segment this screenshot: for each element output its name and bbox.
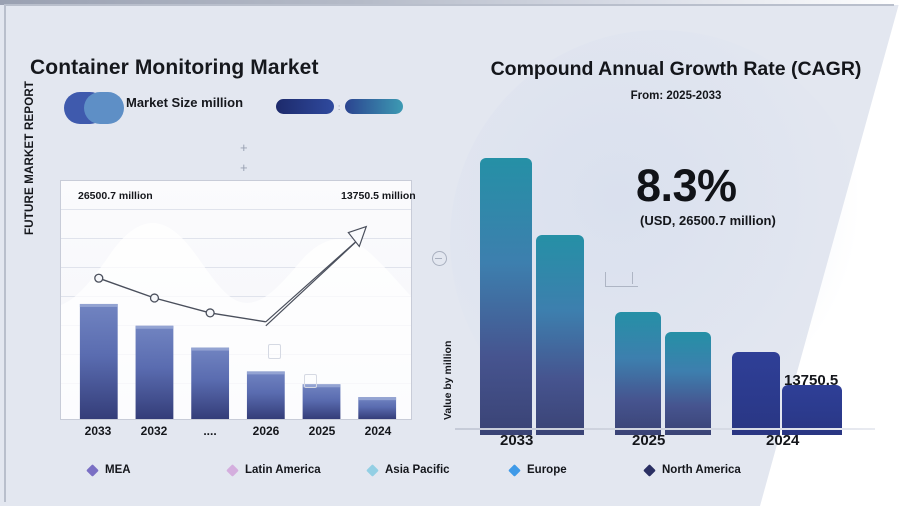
gridline bbox=[61, 209, 411, 210]
growth-arrow-head bbox=[347, 225, 368, 248]
left-bar-chart bbox=[60, 180, 412, 420]
bar-2024-primary bbox=[732, 352, 780, 435]
bar-cap bbox=[246, 371, 285, 375]
legend: MEA Latin America Asia Pacific Europe No… bbox=[60, 463, 840, 488]
gridline bbox=[61, 296, 411, 297]
market-size-label: Market Size million bbox=[126, 95, 244, 110]
bar-2025 bbox=[302, 384, 341, 419]
x-label-2025: 2025 bbox=[308, 424, 336, 438]
bar-group bbox=[79, 225, 397, 419]
right-chart-baseline bbox=[455, 428, 875, 430]
logo-shape-right bbox=[84, 92, 124, 124]
cagr-note: (USD, 26500.7 million) bbox=[640, 213, 776, 228]
right-bar-chart bbox=[455, 140, 885, 435]
rx-label-2024: 2024 bbox=[766, 432, 800, 449]
y-axis-label-secondary: Value by million bbox=[442, 340, 454, 420]
rx-label-2025: 2025 bbox=[632, 432, 666, 449]
legend-dot-icon bbox=[366, 463, 379, 477]
frame-top-edge bbox=[0, 0, 900, 5]
bracket-marker2 bbox=[632, 272, 633, 284]
bar-cap bbox=[135, 325, 174, 329]
bar-cap bbox=[191, 347, 230, 351]
trend-point bbox=[94, 273, 104, 283]
x-axis-labels: 2033 2032 .... 2026 2025 2024 bbox=[60, 424, 412, 444]
x-label-2024: 2024 bbox=[364, 424, 392, 438]
logo bbox=[64, 92, 124, 124]
legend-item-europe[interactable]: Europe bbox=[508, 463, 567, 477]
bar-2024 bbox=[358, 397, 397, 419]
x-label-2033: 2033 bbox=[84, 424, 112, 438]
plus-icon-secondary: + bbox=[240, 160, 248, 175]
ghost-icon-a bbox=[268, 344, 281, 359]
x-label-mid: .... bbox=[203, 424, 217, 438]
legend-dot-icon bbox=[226, 463, 239, 477]
bar-2032 bbox=[135, 325, 174, 419]
legend-item-latin-america[interactable]: Latin America bbox=[226, 463, 321, 477]
legend-label: Asia Pacific bbox=[385, 464, 450, 476]
legend-dot-icon bbox=[86, 463, 99, 477]
legend-item-mea[interactable]: MEA bbox=[86, 463, 131, 477]
ghost-icon-b bbox=[304, 374, 317, 388]
bar-cap bbox=[79, 303, 118, 307]
bar-2033 bbox=[79, 303, 118, 419]
legend-label: MEA bbox=[105, 464, 131, 476]
plus-icon: + bbox=[240, 140, 248, 155]
bar-cap bbox=[302, 384, 341, 388]
bar-value-2024: 13750.5 bbox=[784, 372, 839, 389]
bracket-marker bbox=[605, 272, 638, 287]
x-label-2026: 2026 bbox=[252, 424, 280, 438]
gridline bbox=[61, 238, 411, 239]
legend-pill-secondary bbox=[345, 99, 403, 114]
legend-dot-icon bbox=[643, 463, 656, 477]
legend-label: North America bbox=[662, 464, 741, 476]
bar-cap bbox=[358, 397, 397, 401]
bar-2026 bbox=[246, 371, 285, 419]
bar-2033-primary bbox=[480, 158, 532, 435]
legend-dot-icon bbox=[508, 463, 521, 477]
legend-pill-primary bbox=[276, 99, 334, 114]
bar-2025-secondary bbox=[665, 332, 711, 435]
legend-item-north-america[interactable]: North America bbox=[643, 463, 741, 477]
rx-label-2033: 2033 bbox=[500, 432, 534, 449]
y-axis-label: FUTURE MARKET REPORT bbox=[24, 80, 36, 235]
legend-label: Latin America bbox=[245, 464, 321, 476]
legend-pill-separator: : bbox=[338, 103, 341, 112]
legend-label: Europe bbox=[527, 464, 567, 476]
legend-item-asia-pacific[interactable]: Asia Pacific bbox=[366, 463, 450, 477]
bar-2025-primary bbox=[615, 312, 661, 435]
trend-line bbox=[98, 277, 266, 323]
circle-minus-icon bbox=[432, 251, 447, 266]
chart-value-start: 26500.7 million bbox=[78, 190, 153, 202]
cagr-value: 8.3% bbox=[636, 160, 737, 211]
bar-2024-secondary bbox=[782, 385, 842, 435]
x-label-2032: 2032 bbox=[140, 424, 168, 438]
growth-arrow-line2 bbox=[265, 242, 356, 327]
gridline bbox=[61, 267, 411, 268]
cagr-subtitle: From: 2025-2033 bbox=[630, 90, 722, 102]
trend-point bbox=[205, 308, 215, 318]
bar-2033-secondary bbox=[536, 235, 584, 435]
cagr-title: Compound Annual Growth Rate (CAGR) bbox=[490, 58, 862, 80]
growth-arrow-line bbox=[265, 238, 360, 323]
chart-value-end: 13750.5 million bbox=[341, 190, 416, 202]
trend-point bbox=[149, 293, 160, 303]
page-title: Container Monitoring Market bbox=[30, 56, 319, 79]
bar-mid bbox=[191, 347, 230, 419]
